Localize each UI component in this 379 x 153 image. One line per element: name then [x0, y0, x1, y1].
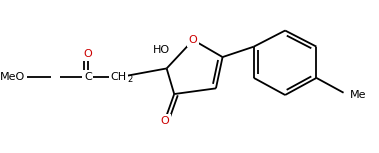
Text: CH: CH [110, 72, 126, 82]
Text: O: O [83, 49, 92, 59]
Text: MeO: MeO [0, 72, 25, 82]
Text: O: O [160, 116, 169, 126]
Text: C: C [84, 72, 92, 82]
Text: 2: 2 [128, 75, 133, 84]
Text: O: O [189, 35, 197, 45]
Text: HO: HO [153, 45, 171, 55]
Text: Me: Me [349, 90, 366, 100]
